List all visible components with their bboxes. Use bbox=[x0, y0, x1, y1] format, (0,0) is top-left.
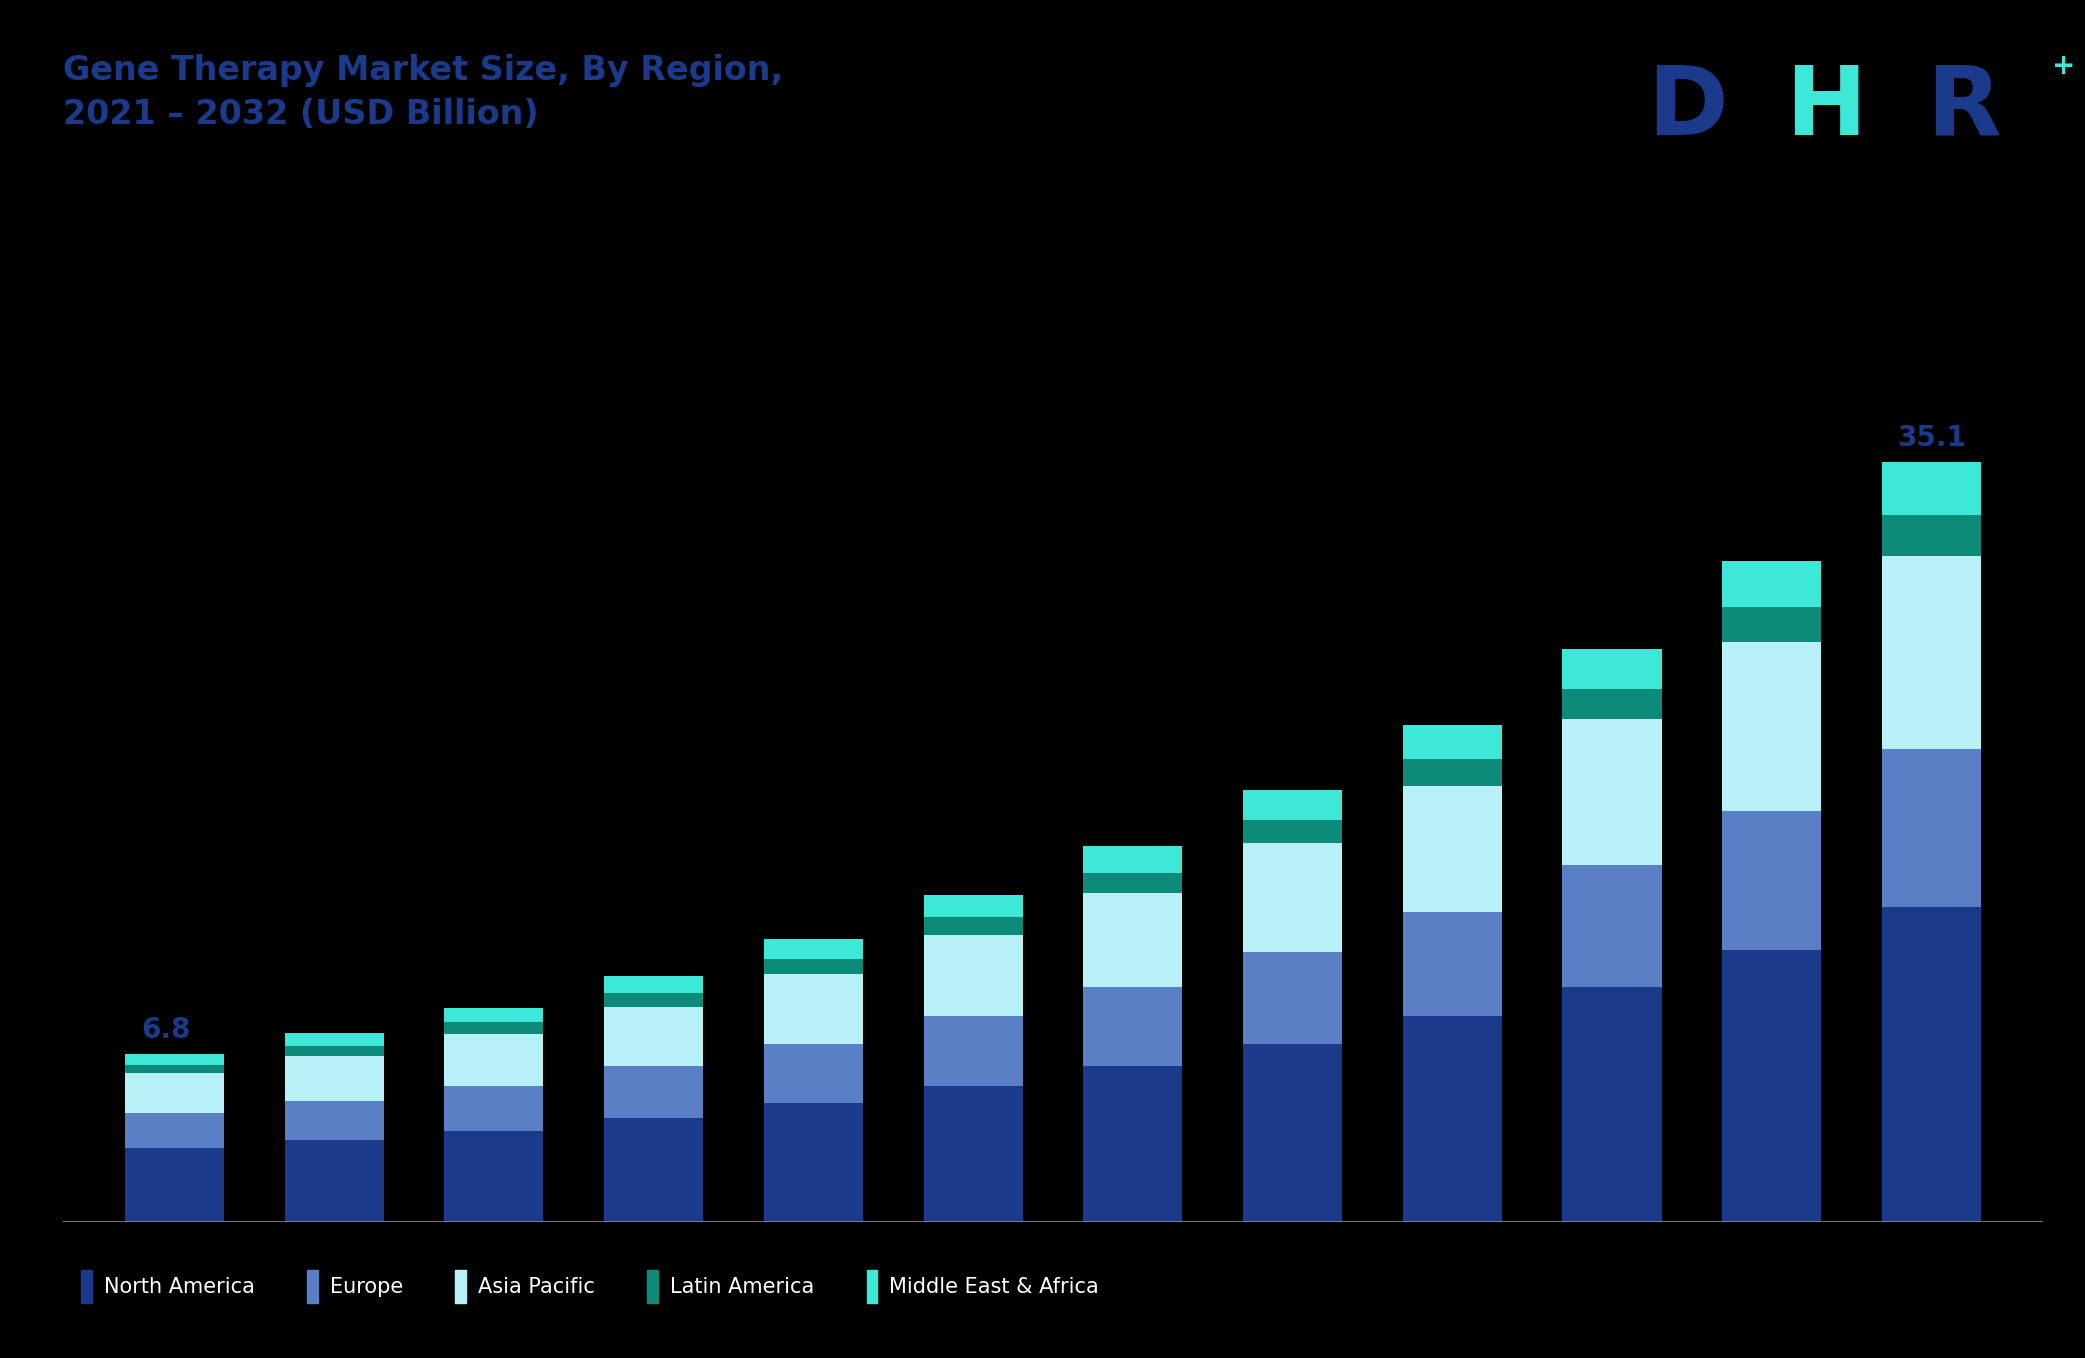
Legend: North America, Europe, Asia Pacific, Latin America, Middle East & Africa: North America, Europe, Asia Pacific, Lat… bbox=[73, 1262, 1107, 1310]
Bar bbox=[1084, 1066, 1182, 1222]
Text: 35.1: 35.1 bbox=[1897, 425, 1966, 452]
Bar bbox=[763, 959, 863, 975]
Bar bbox=[763, 940, 863, 959]
Bar bbox=[284, 1033, 384, 1046]
Bar bbox=[444, 1086, 544, 1130]
Bar bbox=[125, 1073, 223, 1114]
Bar bbox=[605, 1006, 703, 1066]
Bar bbox=[763, 1044, 863, 1103]
Bar bbox=[1883, 748, 1981, 907]
Bar bbox=[1562, 865, 1662, 987]
Bar bbox=[1403, 913, 1501, 1017]
Bar bbox=[125, 1054, 223, 1065]
Bar bbox=[605, 1118, 703, 1222]
Bar bbox=[605, 1066, 703, 1118]
Bar bbox=[1243, 1044, 1343, 1222]
Bar bbox=[444, 1130, 544, 1222]
Bar bbox=[924, 1086, 1022, 1222]
Bar bbox=[444, 1033, 544, 1086]
Bar bbox=[125, 1114, 223, 1148]
Bar bbox=[1883, 462, 1981, 515]
Bar bbox=[125, 1065, 223, 1073]
Bar bbox=[1883, 907, 1981, 1222]
Bar bbox=[1403, 759, 1501, 786]
Bar bbox=[605, 994, 703, 1006]
Bar bbox=[1084, 846, 1182, 872]
Bar bbox=[284, 1057, 384, 1101]
Bar bbox=[1084, 892, 1182, 987]
Text: 6.8: 6.8 bbox=[142, 1016, 192, 1044]
Bar bbox=[284, 1046, 384, 1057]
Bar bbox=[1562, 987, 1662, 1222]
Bar bbox=[1722, 811, 1822, 949]
Bar bbox=[1722, 561, 1822, 607]
Bar bbox=[1243, 952, 1343, 1044]
Bar bbox=[1562, 720, 1662, 865]
Bar bbox=[924, 934, 1022, 1017]
Bar bbox=[1562, 689, 1662, 720]
Bar bbox=[924, 1017, 1022, 1086]
Bar bbox=[924, 895, 1022, 918]
Bar bbox=[1403, 725, 1501, 759]
Bar bbox=[763, 975, 863, 1044]
Bar bbox=[1883, 555, 1981, 748]
Bar bbox=[125, 1148, 223, 1222]
Bar bbox=[1243, 790, 1343, 820]
Bar bbox=[605, 976, 703, 994]
Bar bbox=[1562, 649, 1662, 689]
Bar bbox=[924, 918, 1022, 934]
Bar bbox=[763, 1103, 863, 1222]
Bar bbox=[1243, 820, 1343, 843]
Text: +: + bbox=[2052, 52, 2075, 80]
Text: H: H bbox=[1785, 62, 1866, 155]
Text: D: D bbox=[1647, 62, 1728, 155]
Bar bbox=[1722, 949, 1822, 1222]
Bar bbox=[1883, 515, 1981, 555]
Bar bbox=[1722, 607, 1822, 642]
Text: Gene Therapy Market Size, By Region,
2021 – 2032 (USD Billion): Gene Therapy Market Size, By Region, 202… bbox=[63, 54, 782, 130]
Bar bbox=[1722, 642, 1822, 811]
Bar bbox=[1084, 872, 1182, 892]
Bar bbox=[444, 1008, 544, 1023]
Bar bbox=[284, 1101, 384, 1141]
Bar bbox=[444, 1023, 544, 1033]
Bar bbox=[1243, 843, 1343, 952]
Bar bbox=[284, 1141, 384, 1222]
Bar bbox=[1403, 786, 1501, 913]
Bar bbox=[1403, 1017, 1501, 1222]
Bar bbox=[1084, 987, 1182, 1066]
Text: R: R bbox=[1927, 62, 2002, 155]
